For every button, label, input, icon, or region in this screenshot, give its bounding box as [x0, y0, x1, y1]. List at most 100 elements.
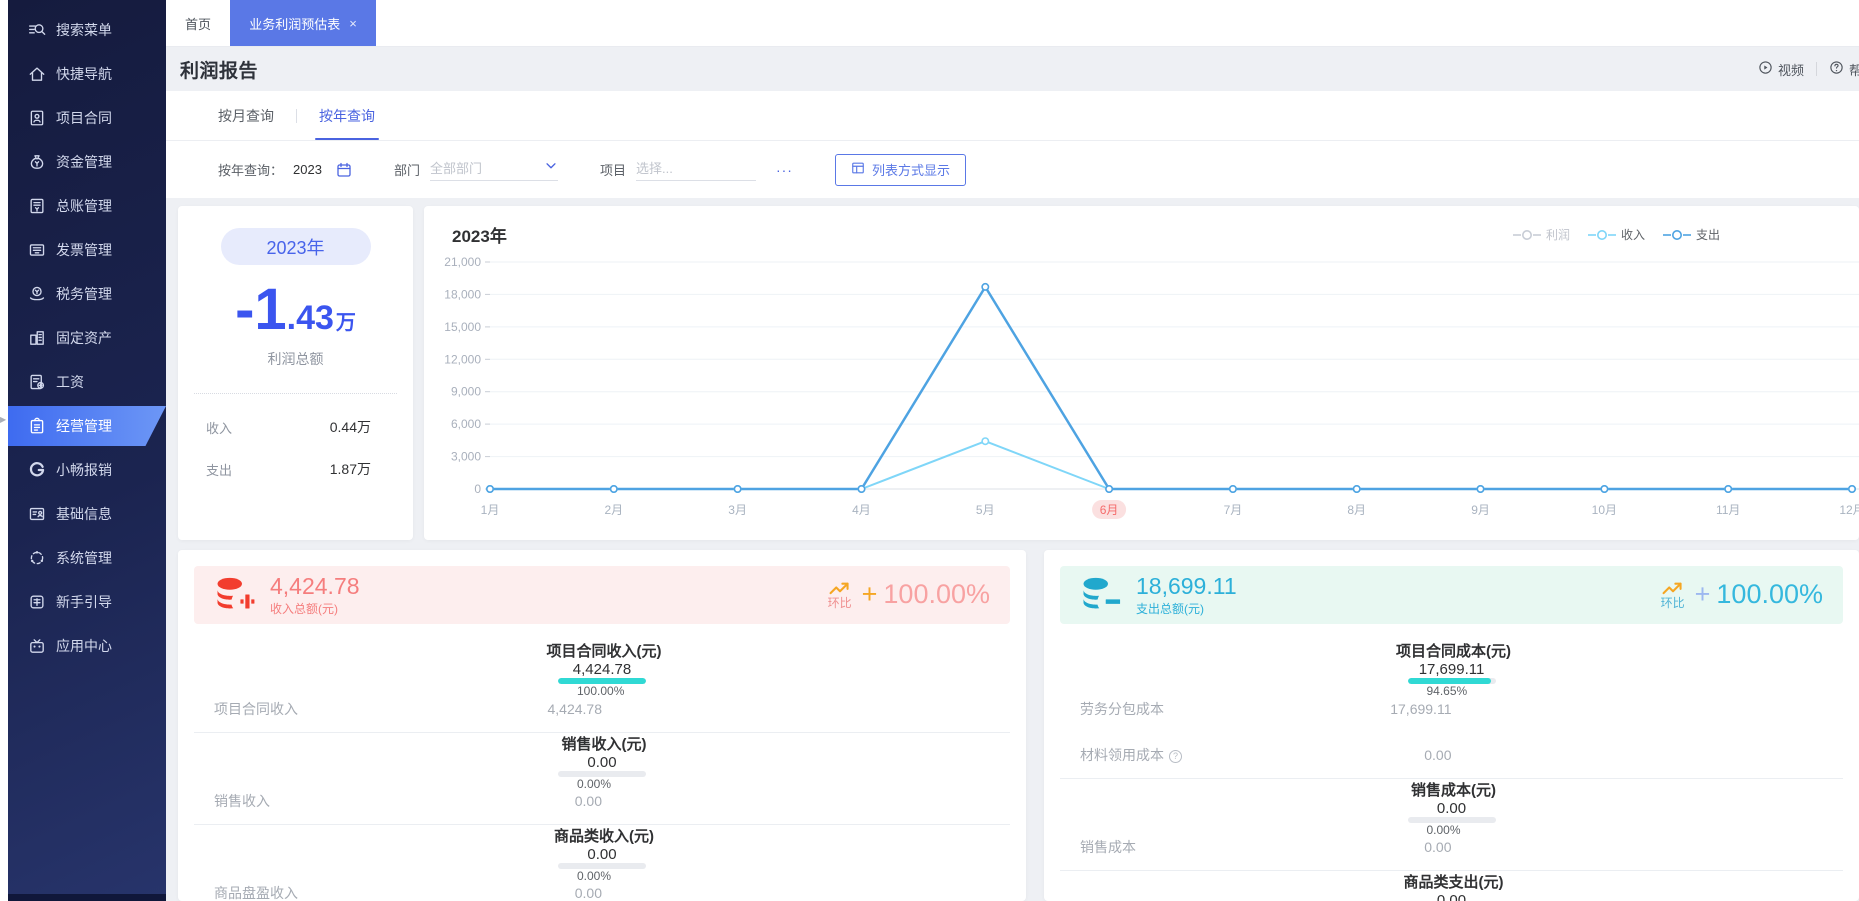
newbie-icon — [28, 593, 46, 611]
svg-text:4月: 4月 — [852, 503, 871, 517]
sidebar-item-salary[interactable]: 工资 — [8, 360, 166, 404]
row-label: 商品盘盈收入 — [214, 885, 298, 901]
list-view-button[interactable]: 列表方式显示 — [834, 153, 966, 186]
query-panel: 按月查询 按年查询 按年查询： 2023 部门 全部部门 项目 选择... ··… — [166, 91, 1859, 198]
tab-business-profit-forecast[interactable]: 业务利润预估表 × — [230, 0, 376, 46]
legend-item-收入[interactable]: 收入 — [1587, 226, 1645, 243]
progress-bar — [558, 678, 646, 684]
table-row: 商品盘盈收入 0.00 — [194, 870, 1010, 901]
legend-marker-icon — [1512, 229, 1541, 240]
expense-total-label: 支出总额(元) — [1136, 601, 1204, 616]
row-label: 项目合同成本(元) — [1396, 643, 1511, 660]
close-icon[interactable]: × — [349, 15, 357, 31]
row-value: 17,699.11 — [1390, 701, 1452, 717]
row-label: 销售收入(元) — [561, 736, 647, 753]
svg-text:6,000: 6,000 — [451, 417, 481, 431]
sidebar-expand-arrow-icon[interactable]: ▶ — [0, 415, 7, 424]
ledger-icon — [28, 197, 46, 215]
sidebar-item-search-menu[interactable]: 搜索菜单 — [8, 8, 166, 52]
project-select[interactable]: 选择... — [635, 158, 756, 181]
sidebar-nav: 搜索菜单快捷导航项目合同资金管理 总账管理 发票管理 税务管理 固定资产工资经营管理小畅… — [8, 8, 166, 668]
tab-query-by-month[interactable]: 按月查询 — [218, 91, 274, 140]
sidebar-item-tax[interactable]: 税务管理 — [8, 272, 166, 316]
list-view-icon — [851, 161, 865, 178]
tab-home[interactable]: 首页 — [166, 0, 230, 46]
expense-total-value: 18,699.11 — [1136, 573, 1237, 600]
income-table: 项目合同收入(元) 4,424.78 100.00% 项目合同收入 4,424.78 销售… — [178, 640, 1026, 901]
sidebar-item-operations[interactable]: 经营管理 — [8, 406, 166, 446]
table-row: 材料领用成本? 0.00 — [1060, 732, 1843, 778]
year-badge[interactable]: 2023年 — [220, 228, 371, 265]
svg-text:3,000: 3,000 — [451, 450, 481, 464]
row-value: 4,424.78 — [572, 661, 632, 678]
sidebar-item-ledger[interactable]: 总账管理 — [8, 184, 166, 228]
help-link[interactable]: 帮助 — [1829, 60, 1859, 79]
svg-text:12月: 12月 — [1839, 503, 1859, 517]
sidebar-item-quick-nav[interactable]: 快捷导航 — [8, 52, 166, 96]
expense-totals: 18,699.11 支出总额(元) — [1136, 573, 1237, 616]
header-separator — [1815, 62, 1817, 76]
tab-home-label: 首页 — [184, 16, 211, 32]
bottom-cards-row: 4,424.78 收入总额(元) 环比 + 100.00% — [178, 550, 1859, 901]
sidebar-item-system[interactable]: 系统管理 — [8, 536, 166, 580]
expense-ratio: 环比 + 100.00% — [1661, 579, 1823, 610]
svg-text:11月: 11月 — [1716, 503, 1740, 517]
sidebar-item-funds[interactable]: 资金管理 — [8, 140, 166, 184]
svg-text:3月: 3月 — [728, 503, 747, 517]
sidebar-item-fixed-assets[interactable]: 固定资产 — [8, 316, 166, 360]
svg-text:18,000: 18,000 — [444, 287, 481, 301]
profit-summary-card: 2023年 -1 .43 万 利润总额 收入 0.44万 支出 1.87万 — [178, 206, 413, 540]
sidebar-item-label: 小畅报销 — [56, 462, 112, 478]
summary-row-income: 收入 0.44万 — [178, 406, 413, 448]
sidebar-item-xiaochang[interactable]: 小畅报销 — [8, 448, 166, 492]
sidebar-item-label: 新手引导 — [56, 594, 112, 610]
legend-item-支出[interactable]: 支出 — [1662, 226, 1720, 243]
project-placeholder: 选择... — [635, 161, 673, 176]
row-value: 0.00 — [587, 754, 617, 771]
sidebar-item-base-info[interactable]: 基础信息 — [8, 492, 166, 536]
legend-marker-icon — [1587, 229, 1616, 240]
calendar-icon[interactable] — [336, 162, 352, 178]
video-link[interactable]: 视频 — [1758, 60, 1804, 79]
video-icon — [1758, 60, 1773, 78]
ratio-sign: + — [1694, 579, 1711, 610]
dept-value: 全部部门 — [429, 161, 482, 176]
expense-table: 项目合同成本(元) 17,699.11 94.65% 劳务分包成本 17,699.11 材… — [1044, 640, 1859, 901]
system-icon — [28, 549, 46, 567]
dept-select[interactable]: 全部部门 — [429, 158, 558, 181]
sidebar-item-label: 快捷导航 — [56, 66, 112, 82]
tab-query-by-year[interactable]: 按年查询 — [315, 91, 379, 140]
profit-line-chart-card: 2023年 利润 收入 支出 0 3,000 6,000 9,000 12,000 15,00… — [424, 206, 1859, 540]
chart-legend: 利润 收入 支出 — [1512, 226, 1720, 243]
profit-total-value: -1 .43 万 — [235, 281, 356, 339]
expense-card: 18,699.11 支出总额(元) 环比 + 100.00% — [1044, 550, 1859, 901]
row-label: 销售成本(元) — [1411, 782, 1496, 799]
svg-text:9,000: 9,000 — [451, 385, 481, 399]
legend-item-利润[interactable]: 利润 — [1512, 226, 1570, 243]
svg-text:21,000: 21,000 — [444, 255, 481, 269]
query-tab-divider — [296, 108, 297, 123]
year-value[interactable]: 2023 — [293, 162, 322, 177]
sidebar-item-project-contract[interactable]: 项目合同 — [8, 96, 166, 140]
app-center-icon — [28, 637, 46, 655]
ratio-number: 100.00% — [883, 579, 990, 610]
help-circle-icon[interactable]: ? — [1169, 749, 1182, 763]
sidebar-item-newbie[interactable]: 新手引导 — [8, 580, 166, 624]
summary-row-expense: 支出 1.87万 — [178, 448, 413, 490]
row-value: 0.00 — [1436, 800, 1467, 817]
sidebar-gutter: ▶ — [0, 0, 8, 901]
sidebar-item-invoice[interactable]: 发票管理 — [8, 228, 166, 272]
summary-row-value: 0.44万 — [329, 419, 371, 435]
main-area: 首页 业务利润预估表 × 利润报告 视频 帮助 按月 — [166, 0, 1859, 901]
svg-text:15,000: 15,000 — [444, 320, 481, 334]
svg-text:1月: 1月 — [481, 503, 500, 517]
more-icon[interactable]: ··· — [775, 161, 793, 178]
sidebar-item-app-center[interactable]: 应用中心 — [8, 624, 166, 668]
income-card-header: 4,424.78 收入总额(元) 环比 + 100.00% — [194, 566, 1010, 624]
sidebar-item-label: 项目合同 — [56, 110, 112, 126]
sidebar-item-label: 工资 — [56, 374, 84, 390]
ratio-sign: + — [861, 579, 878, 610]
row-value: 0.00 — [1436, 892, 1467, 901]
row-value: 0.00 — [1424, 747, 1452, 763]
svg-text:2月: 2月 — [604, 503, 623, 517]
